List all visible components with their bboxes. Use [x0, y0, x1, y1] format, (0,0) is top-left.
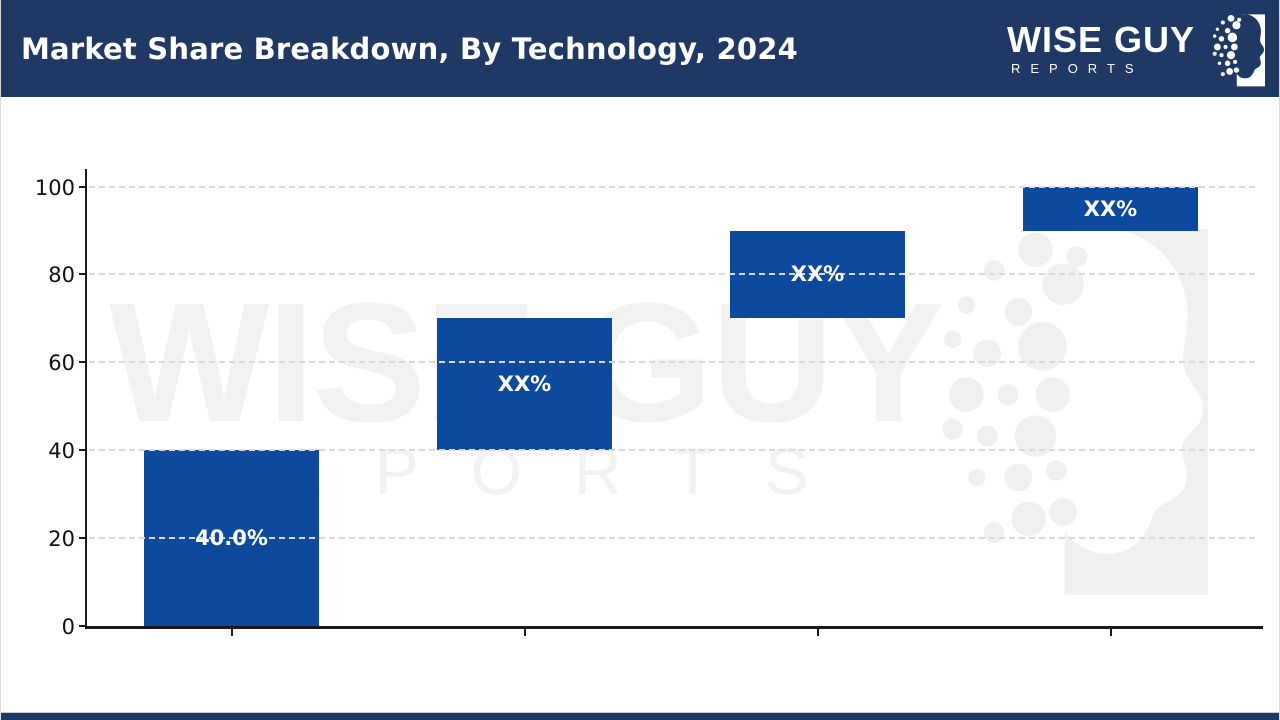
- bar-segment: [1022, 186, 1199, 231]
- y-tick-label: 100: [34, 175, 75, 200]
- gridline: [89, 537, 1257, 540]
- y-tick-label: 80: [48, 263, 75, 288]
- bar-value-label: 40.0%: [195, 526, 268, 551]
- footer-strip: [1, 712, 1279, 720]
- gridline: [89, 361, 1257, 364]
- gridline: [89, 273, 1257, 276]
- y-tick-label: 40: [48, 439, 75, 464]
- bar-value-label: XX%: [497, 372, 552, 397]
- header: Market Share Breakdown, By Technology, 2…: [1, 0, 1279, 97]
- gridline: [89, 185, 1257, 188]
- y-tick-mark: [79, 273, 87, 276]
- logo-subtext: REPORTS: [1010, 61, 1144, 76]
- y-axis-line: [85, 169, 87, 629]
- y-tick-mark: [79, 185, 87, 188]
- y-tick-label: 60: [48, 351, 75, 376]
- x-tick-mark: [816, 629, 819, 636]
- plot-area: 40.0%LED Light BulbsXX%Smart BulbsXX%Inc…: [1, 97, 1279, 720]
- bar-segment: [436, 318, 613, 451]
- x-axis-line: [85, 626, 1263, 629]
- y-tick-label: 0: [61, 615, 75, 639]
- y-tick-label: 20: [48, 527, 75, 552]
- chart-title: Market Share Breakdown, By Technology, 2…: [21, 31, 799, 66]
- bar-value-label: XX%: [790, 262, 845, 287]
- logo-wordmark: WISE GUY: [1006, 19, 1195, 60]
- x-tick-mark: [230, 629, 233, 636]
- x-tick-mark: [523, 629, 526, 636]
- gridline: [89, 449, 1257, 452]
- y-tick-mark: [79, 449, 87, 452]
- logo-face-icon: [1197, 9, 1265, 89]
- brand-logo: WISE GUY REPORTS: [1007, 9, 1265, 89]
- y-tick-mark: [79, 625, 87, 627]
- y-tick-mark: [79, 537, 87, 540]
- bar-value-label: XX%: [1083, 196, 1138, 221]
- y-tick-mark: [79, 361, 87, 364]
- x-tick-mark: [1109, 629, 1112, 636]
